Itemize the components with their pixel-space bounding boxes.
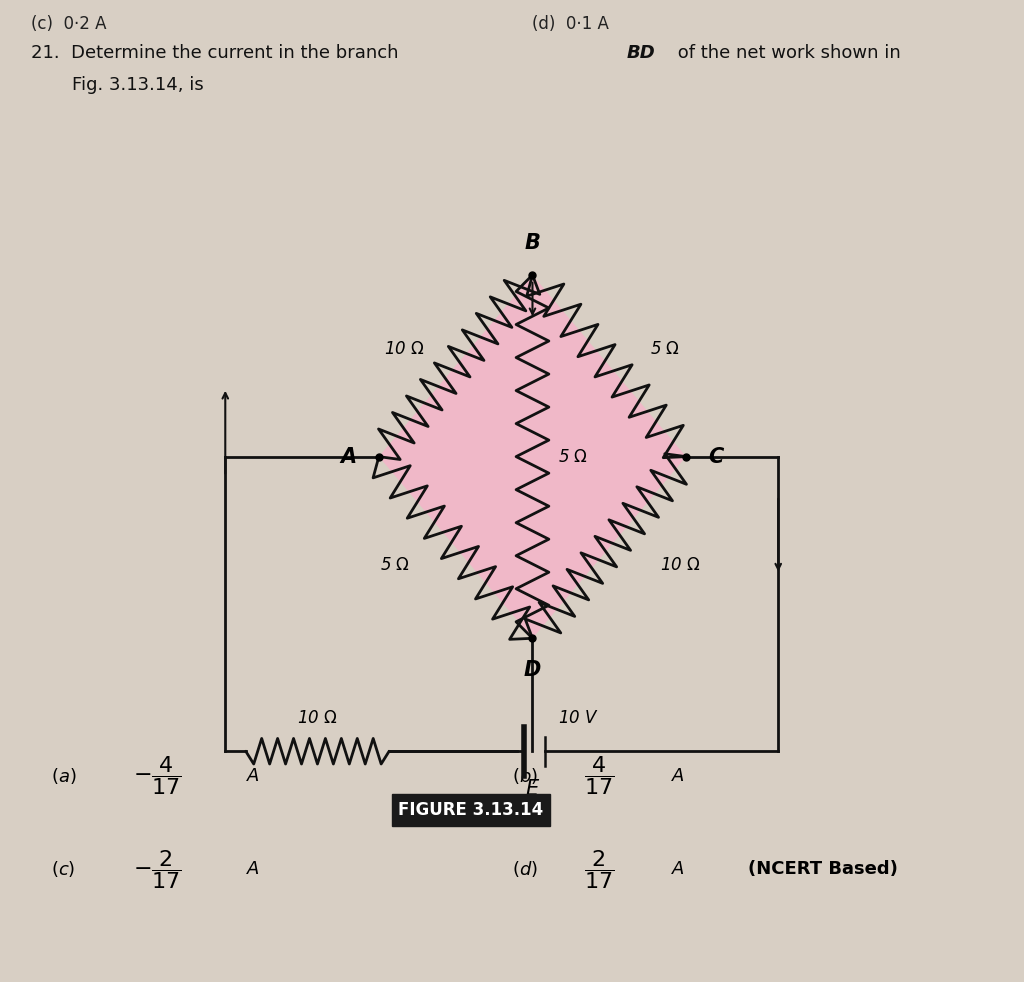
Text: $A$: $A$ [246, 860, 260, 878]
Text: of the net work shown in: of the net work shown in [672, 44, 900, 62]
Text: $(b)$: $(b)$ [512, 766, 538, 786]
Text: 10 $V$: 10 $V$ [558, 709, 599, 727]
Text: 5 $\Omega$: 5 $\Omega$ [558, 448, 588, 465]
Text: E: E [526, 779, 539, 798]
Text: BD: BD [627, 44, 655, 62]
Text: (c)  0·2 A: (c) 0·2 A [31, 15, 106, 32]
Text: $A$: $A$ [671, 860, 685, 878]
Text: $(d)$: $(d)$ [512, 859, 538, 879]
Text: $\dfrac{4}{17}$: $\dfrac{4}{17}$ [584, 754, 614, 797]
Text: 21.  Determine the current in the branch: 21. Determine the current in the branch [31, 44, 404, 62]
Text: C: C [709, 447, 724, 466]
Text: D: D [524, 660, 541, 680]
Text: $(c)$: $(c)$ [51, 859, 76, 879]
Text: FIGURE 3.13.14: FIGURE 3.13.14 [398, 801, 544, 819]
Text: $A$: $A$ [671, 767, 685, 785]
Text: 5 $\Omega$: 5 $\Omega$ [380, 556, 410, 573]
Text: $A$: $A$ [246, 767, 260, 785]
Text: 5 $\Omega$: 5 $\Omega$ [650, 340, 680, 357]
Text: Fig. 3.13.14, is: Fig. 3.13.14, is [72, 76, 204, 93]
Text: (d)  0·1 A: (d) 0·1 A [532, 15, 609, 32]
Polygon shape [379, 275, 686, 638]
Text: 10 $\Omega$: 10 $\Omega$ [384, 340, 425, 357]
Text: $(a)$: $(a)$ [51, 766, 77, 786]
Text: 10 $\Omega$: 10 $\Omega$ [660, 556, 701, 573]
Text: $-\dfrac{4}{17}$: $-\dfrac{4}{17}$ [133, 754, 182, 797]
Text: A: A [340, 447, 356, 466]
Text: $-\dfrac{2}{17}$: $-\dfrac{2}{17}$ [133, 847, 182, 891]
Text: B: B [524, 234, 541, 253]
Text: (NCERT Based): (NCERT Based) [748, 860, 897, 878]
Text: $\dfrac{2}{17}$: $\dfrac{2}{17}$ [584, 847, 614, 891]
Text: 10 $\Omega$: 10 $\Omega$ [297, 709, 338, 727]
